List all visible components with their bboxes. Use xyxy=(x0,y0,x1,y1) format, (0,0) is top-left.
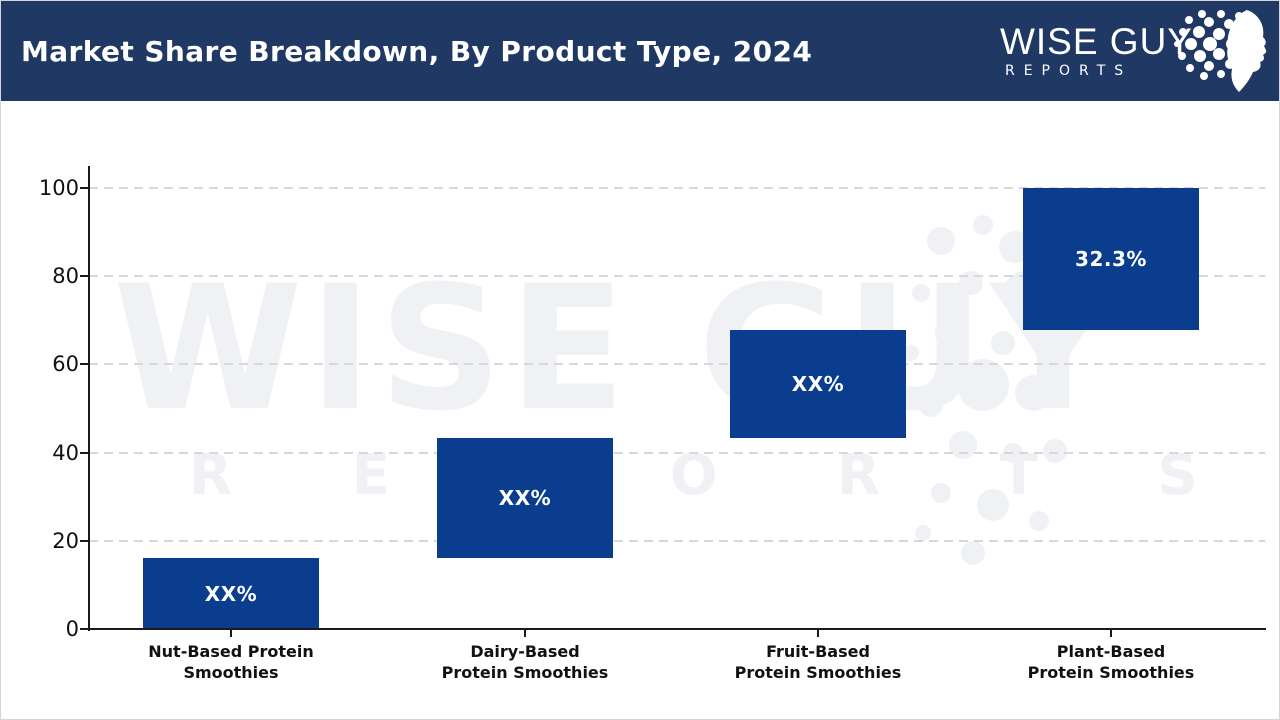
bar-value-label: XX% xyxy=(498,486,552,510)
bar-segment: XX% xyxy=(730,330,906,438)
bar-value-label: XX% xyxy=(204,581,258,606)
gridline-80 xyxy=(89,275,1265,277)
category-line2: Protein Smoothies xyxy=(441,663,609,682)
x-category-label: Nut-Based Protein Smoothies xyxy=(116,641,346,683)
gridline-60 xyxy=(89,363,1265,365)
y-tick-label-60: 60 xyxy=(52,352,79,376)
logo-wordmark: WISE GUY xyxy=(999,20,1193,62)
logo-subtext: REPORTS xyxy=(1004,62,1133,79)
y-tick-label-100: 100 xyxy=(38,176,79,200)
y-tick-mark-60 xyxy=(80,363,89,365)
wiseguy-head-icon xyxy=(1174,10,1267,92)
category-line1: Dairy-Based xyxy=(470,642,580,661)
gridline-20 xyxy=(89,540,1265,542)
y-tick-mark-100 xyxy=(80,187,89,189)
category-line1: Nut-Based Protein xyxy=(148,642,314,661)
bar-value-label: 32.3% xyxy=(1075,247,1147,271)
y-tick-label-20: 20 xyxy=(52,529,79,553)
y-tick-label-0: 0 xyxy=(65,617,79,641)
bar-segment: 32.3% xyxy=(1023,188,1199,330)
x-category-label: Plant-Based Protein Smoothies xyxy=(996,641,1226,683)
category-line1: Fruit-Based xyxy=(766,642,870,661)
x-tick-mark xyxy=(817,630,819,637)
gridline-100 xyxy=(89,187,1265,189)
y-tick-mark-0 xyxy=(80,628,89,630)
x-tick-mark xyxy=(230,630,232,637)
category-line2: Protein Smoothies xyxy=(734,663,902,682)
category-line2: Protein Smoothies xyxy=(1027,663,1195,682)
bar-segment: XX% xyxy=(143,558,319,629)
x-tick-mark xyxy=(1110,630,1112,637)
y-tick-mark-80 xyxy=(80,275,89,277)
y-tick-mark-20 xyxy=(80,540,89,542)
x-category-label: Fruit-Based Protein Smoothies xyxy=(703,641,933,683)
x-tick-mark xyxy=(524,630,526,637)
x-category-label: Dairy-Based Protein Smoothies xyxy=(410,641,640,683)
header-banner: Market Share Breakdown, By Product Type,… xyxy=(1,1,1279,101)
page-title: Market Share Breakdown, By Product Type,… xyxy=(21,34,813,68)
y-tick-mark-40 xyxy=(80,452,89,454)
y-tick-label-80: 80 xyxy=(52,264,79,288)
bar-value-label: XX% xyxy=(791,372,845,396)
category-line2: Smoothies xyxy=(183,663,279,682)
x-axis-line xyxy=(88,628,1266,630)
bar-segment: XX% xyxy=(437,438,613,558)
gridline-40 xyxy=(89,452,1265,454)
category-line1: Plant-Based xyxy=(1056,642,1166,661)
y-axis-line xyxy=(88,166,90,631)
wiseguy-logo: WISE GUY REPORTS xyxy=(1000,5,1271,97)
y-tick-label-40: 40 xyxy=(52,441,79,465)
